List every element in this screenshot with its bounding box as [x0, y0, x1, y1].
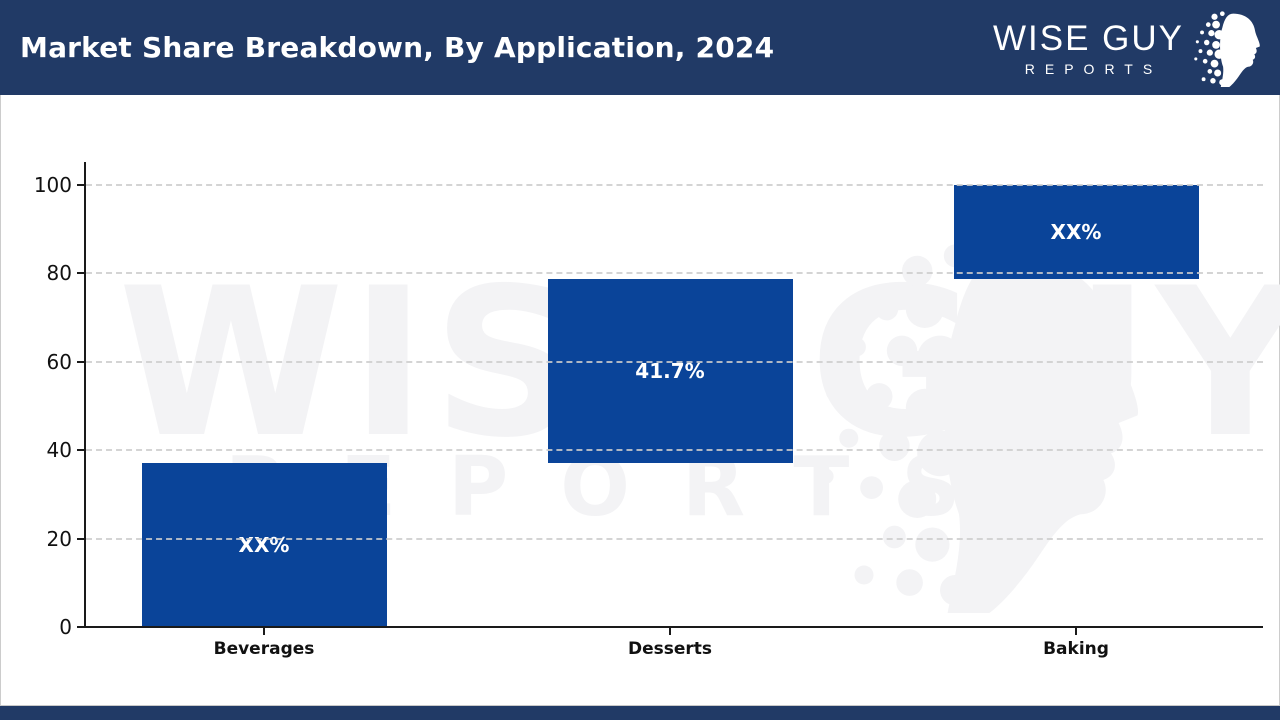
- x-axis-line: [84, 626, 1263, 628]
- brand-wordmark: WISE GUY REPORTS: [993, 19, 1184, 77]
- y-tick-mark-60: [77, 360, 84, 363]
- x-tick-mark-beverages: [263, 628, 265, 635]
- bar-baking: XX%: [953, 185, 1199, 280]
- brand-face-icon: [1194, 10, 1260, 87]
- y-tick-label-40: 40: [46, 438, 72, 463]
- gridline-40: [86, 449, 1263, 452]
- y-tick-mark-20: [77, 537, 84, 540]
- y-tick-label-20: 20: [46, 526, 72, 551]
- bar-value-label-desserts: 41.7%: [635, 359, 705, 384]
- y-tick-mark-0: [77, 626, 84, 628]
- x-axis-label-beverages: Beverages: [213, 639, 315, 659]
- bar-value-label-beverages: XX%: [238, 533, 290, 558]
- x-axis-label-desserts: Desserts: [627, 639, 713, 659]
- bar-desserts: 41.7%: [547, 279, 793, 464]
- bar-beverages: XX%: [141, 463, 387, 627]
- y-tick-label-80: 80: [46, 261, 72, 286]
- header-banner: Market Share Breakdown, By Application, …: [0, 0, 1280, 95]
- gridline-60: [86, 360, 1263, 363]
- chart-title: Market Share Breakdown, By Application, …: [20, 31, 775, 64]
- y-tick-mark-40: [77, 449, 84, 452]
- watermark-face-icon: [818, 244, 1139, 614]
- bar-value-label-baking: XX%: [1050, 220, 1102, 245]
- y-axis-line: [84, 162, 86, 628]
- footer-banner: [0, 706, 1280, 720]
- x-axis-label-baking: Baking: [1043, 639, 1109, 659]
- y-tick-mark-100: [77, 184, 84, 186]
- gridline-20: [86, 537, 1263, 540]
- y-tick-mark-80: [77, 272, 84, 275]
- x-tick-mark-baking: [1075, 628, 1077, 635]
- gridline-100: [86, 184, 1263, 186]
- x-tick-mark-desserts: [669, 628, 671, 635]
- y-tick-label-0: 0: [59, 615, 72, 639]
- y-tick-label-100: 100: [33, 173, 72, 197]
- y-tick-label-60: 60: [46, 349, 72, 374]
- brand-name: WISE GUY: [992, 18, 1184, 58]
- gridline-80: [86, 272, 1263, 275]
- brand-subtitle: REPORTS: [1024, 60, 1163, 77]
- brand-logo: WISE GUY REPORTS: [993, 8, 1266, 88]
